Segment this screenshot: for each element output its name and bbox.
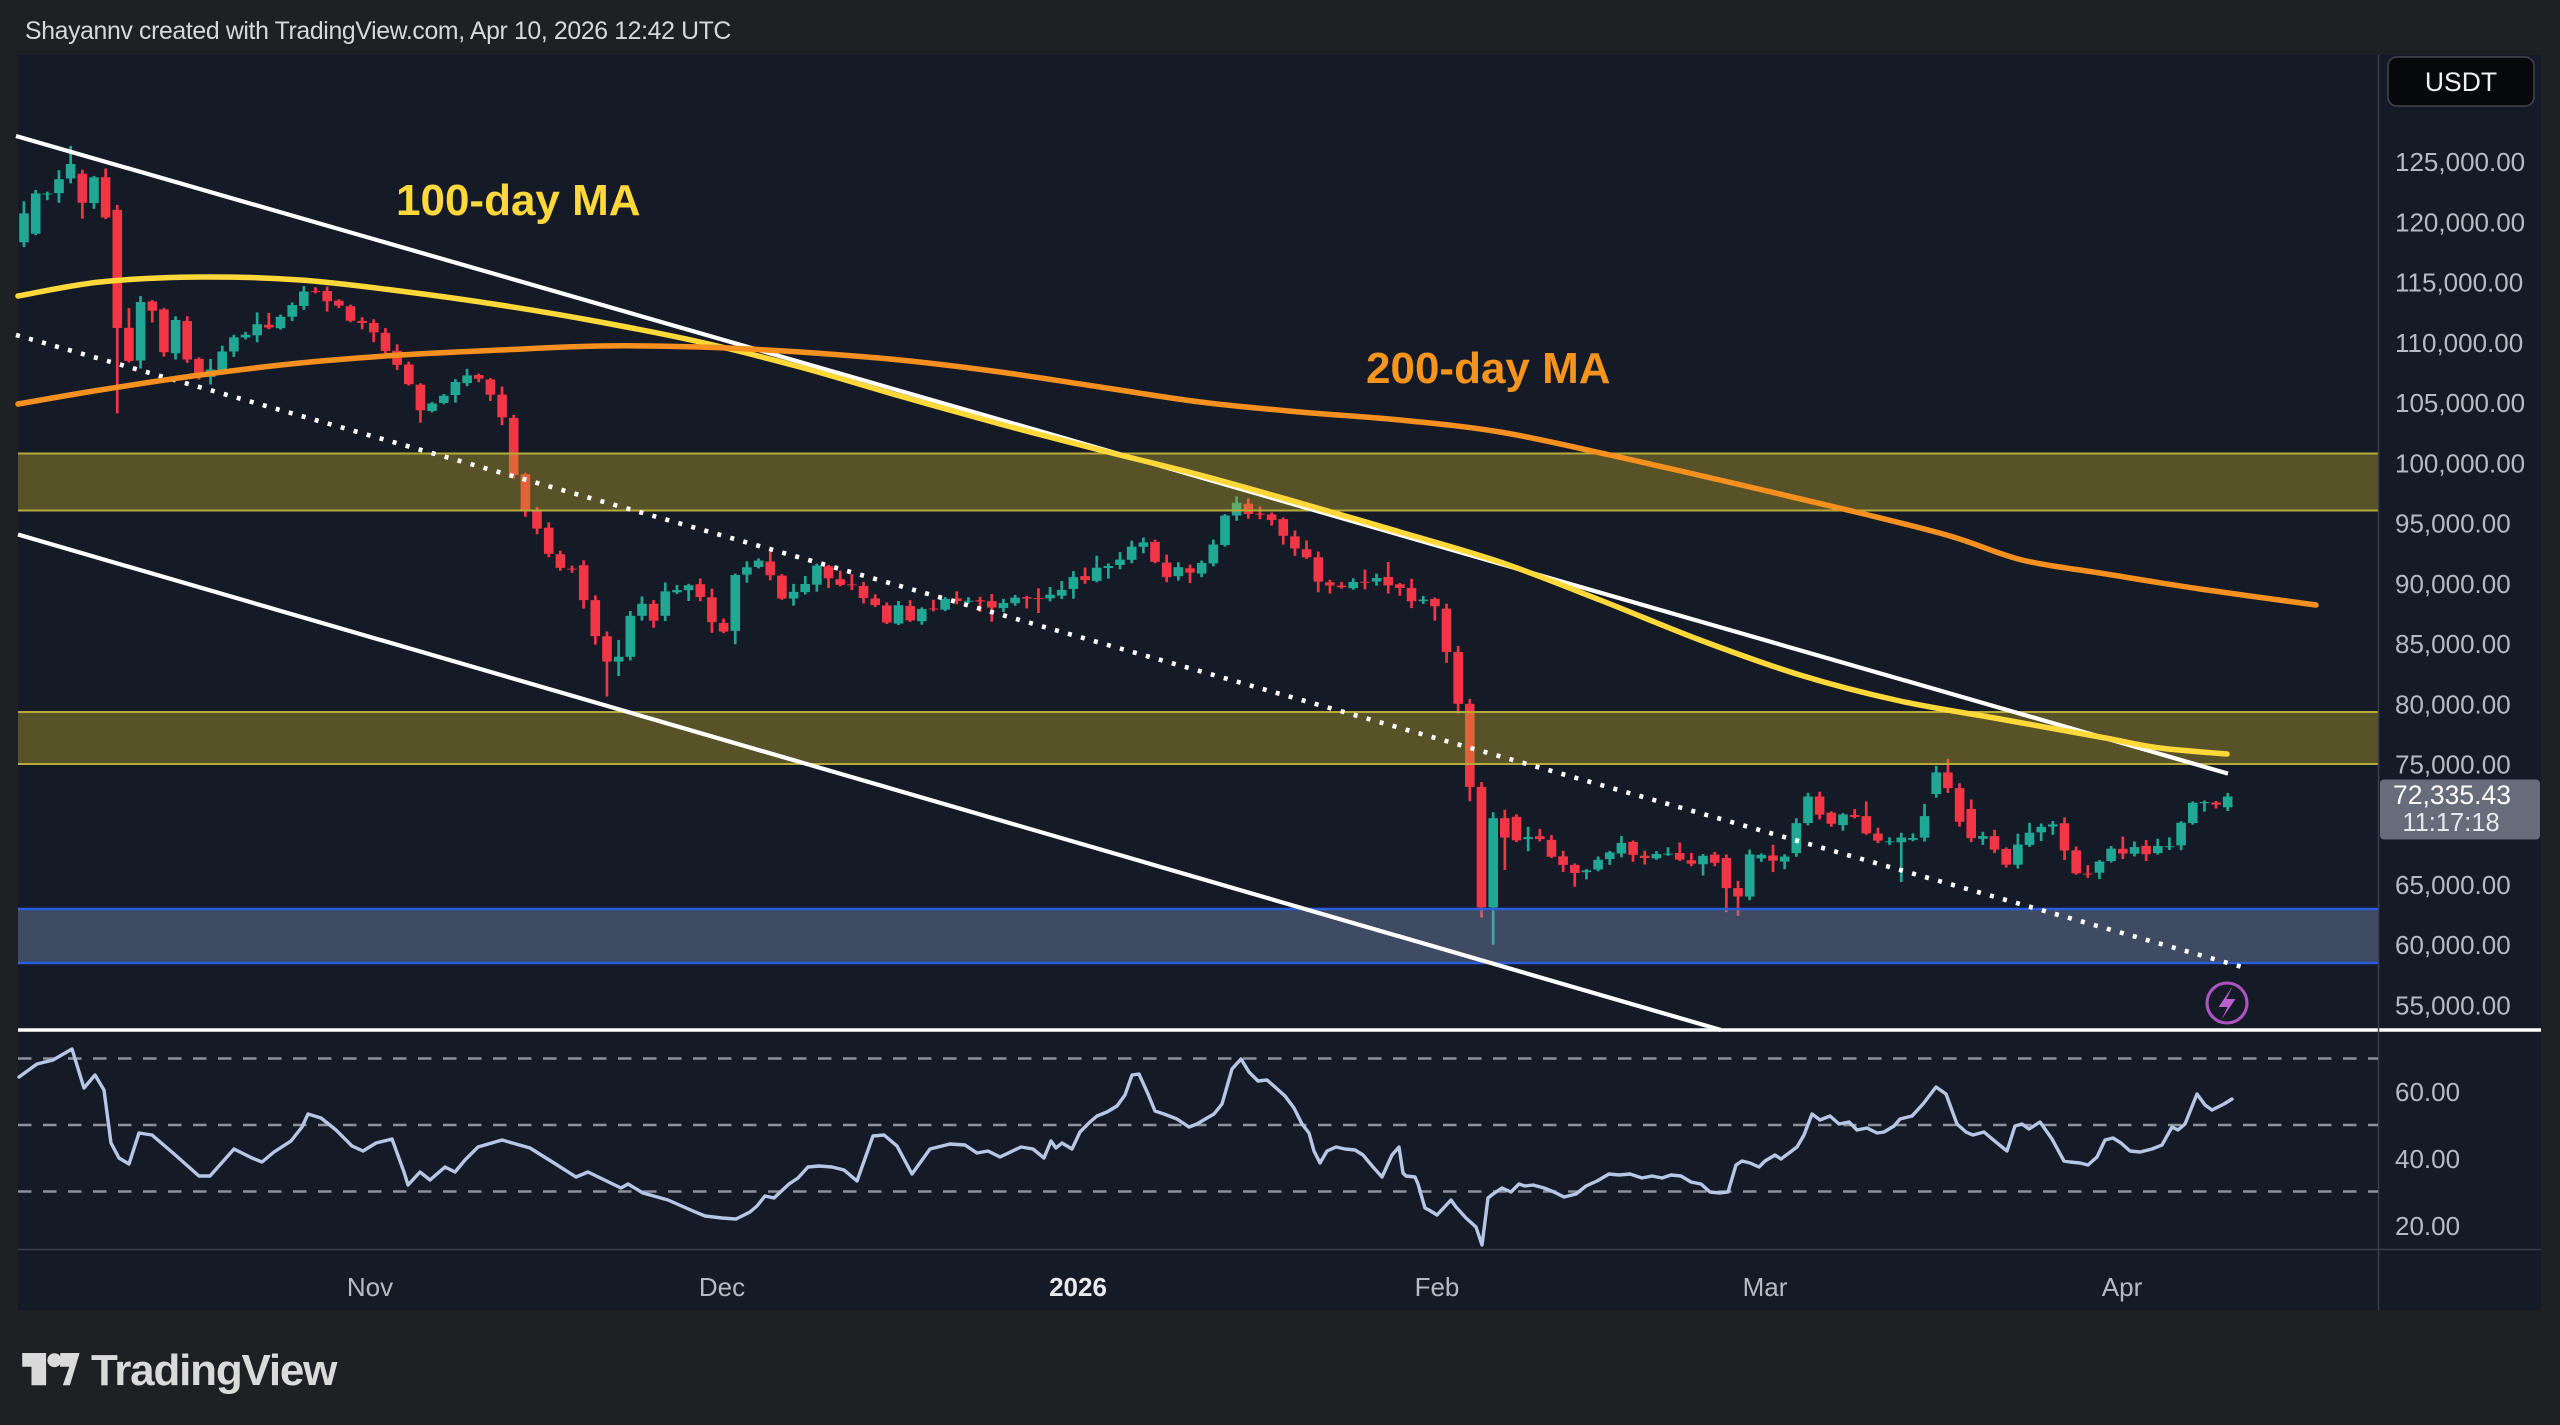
svg-text:115,000.00: 115,000.00 [2395, 268, 2523, 298]
svg-text:TradingView: TradingView [91, 1346, 338, 1395]
svg-text:2026: 2026 [1049, 1272, 1107, 1302]
svg-text:65,000.00: 65,000.00 [2395, 870, 2511, 900]
svg-text:60.00: 60.00 [2395, 1077, 2460, 1107]
svg-text:60,000.00: 60,000.00 [2395, 930, 2511, 960]
svg-text:200-day MA: 200-day MA [1366, 344, 1611, 393]
svg-text:95,000.00: 95,000.00 [2395, 509, 2511, 539]
svg-text:Nov: Nov [347, 1272, 393, 1302]
svg-text:40.00: 40.00 [2395, 1144, 2460, 1174]
svg-text:100-day MA: 100-day MA [396, 176, 641, 225]
svg-text:Dec: Dec [699, 1272, 745, 1302]
svg-text:105,000.00: 105,000.00 [2395, 388, 2525, 418]
svg-text:80,000.00: 80,000.00 [2395, 689, 2511, 719]
svg-text:72,335.43: 72,335.43 [2393, 780, 2511, 810]
svg-text:120,000.00: 120,000.00 [2395, 207, 2525, 237]
svg-text:75,000.00: 75,000.00 [2395, 750, 2511, 780]
svg-text:USDT: USDT [2425, 67, 2497, 97]
svg-text:100,000.00: 100,000.00 [2395, 448, 2525, 478]
svg-text:110,000.00: 110,000.00 [2395, 328, 2523, 358]
svg-text:20.00: 20.00 [2395, 1211, 2460, 1241]
svg-text:55,000.00: 55,000.00 [2395, 990, 2511, 1020]
svg-text:90,000.00: 90,000.00 [2395, 569, 2511, 599]
svg-text:125,000.00: 125,000.00 [2395, 147, 2525, 177]
svg-text:Shayannv created with TradingV: Shayannv created with TradingView.com, A… [25, 18, 731, 45]
svg-text:85,000.00: 85,000.00 [2395, 629, 2511, 659]
svg-text:Apr: Apr [2102, 1272, 2143, 1302]
svg-text:Mar: Mar [1743, 1272, 1788, 1302]
svg-text:11:17:18: 11:17:18 [2402, 809, 2499, 837]
svg-text:Feb: Feb [1415, 1272, 1460, 1302]
